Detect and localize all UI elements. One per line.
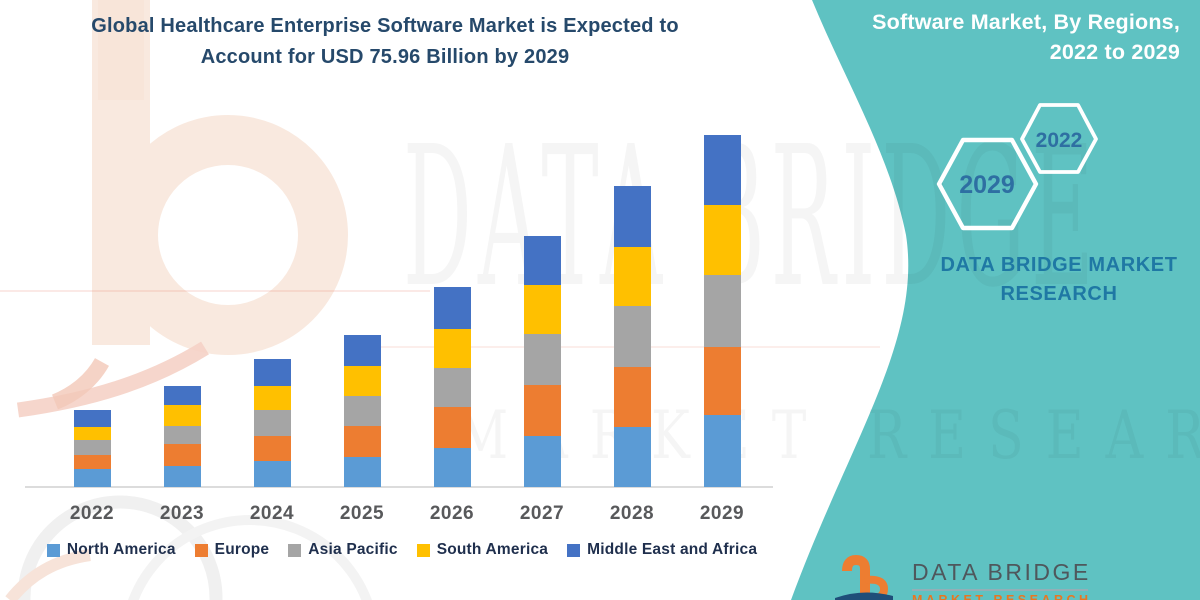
legend-item-south-america: South America [416, 541, 549, 559]
hexagon-2029-label: 2029 [959, 171, 1015, 199]
databridge-logo: DATA BRIDGE MARKET RESEARCH [912, 559, 1092, 600]
hexagon-year-badges: 2029 2022 [936, 103, 1098, 231]
brand-name-text: DATA BRIDGE MARKET RESEARCH [930, 251, 1188, 309]
legend-label: North America [66, 541, 176, 558]
hexagon-2022-label: 2022 [1036, 129, 1083, 152]
chart-title-line2: Account for USD 75.96 Billion by 2029 [200, 46, 570, 68]
legend-swatch-icon [567, 543, 581, 557]
x-axis-label-2027: 2027 [519, 503, 565, 524]
logo-underline [912, 589, 1088, 591]
databridge-logo-mark [835, 554, 893, 600]
x-axis-label-2023: 2023 [159, 503, 205, 524]
legend-label: Europe [214, 541, 270, 558]
legend-item-europe: Europe [194, 541, 270, 559]
hexagon-2022 [1020, 103, 1098, 174]
chart-title-line1: Global Healthcare Enterprise Software Ma… [91, 15, 679, 37]
x-axis-line [25, 486, 773, 488]
brand-name-line2: RESEARCH [1000, 283, 1118, 305]
panel-heading: Software Market, By Regions, 2022 to 202… [872, 7, 1180, 67]
chart-legend: North America Europe Asia Pacific South Ame… [8, 541, 796, 559]
watermark-circles [5, 495, 372, 600]
brand-name-line1: DATA BRIDGE MARKET [940, 254, 1178, 276]
legend-item-asia-pacific: Asia Pacific [288, 541, 397, 559]
panel-heading-line1: Software Market, By Regions, [872, 10, 1180, 34]
x-axis-label-2026: 2026 [429, 503, 475, 524]
x-axis-label-2029: 2029 [699, 503, 745, 524]
legend-swatch-icon [288, 543, 302, 557]
legend-item-middle-east-and-africa: Middle East and Africa [567, 541, 757, 559]
legend-label: South America [436, 541, 549, 558]
legend-swatch-icon [416, 543, 430, 557]
databridge-logo-subtext: MARKET RESEARCH [912, 593, 1092, 600]
logo-swoosh [835, 592, 893, 600]
x-axis-label-2028: 2028 [609, 503, 655, 524]
legend-label: Middle East and Africa [587, 541, 758, 558]
legend-item-north-america: North America [46, 541, 176, 559]
logo-b-glyph [842, 554, 870, 599]
legend-label: Asia Pacific [308, 541, 398, 558]
watermark-logo-b [16, 0, 348, 418]
x-axis-label-2024: 2024 [249, 503, 295, 524]
databridge-logo-text: DATA BRIDGE [912, 559, 1091, 585]
hexagon-2029 [936, 137, 1039, 231]
legend-swatch-icon [46, 543, 60, 557]
x-axis-label-2022: 2022 [69, 503, 115, 524]
panel-heading-line2: 2022 to 2029 [1049, 40, 1180, 64]
chart-title: Global Healthcare Enterprise Software Ma… [55, 11, 715, 73]
teal-panel [791, 0, 1200, 600]
x-axis-label-2025: 2025 [339, 503, 385, 524]
legend-swatch-icon [194, 543, 208, 557]
